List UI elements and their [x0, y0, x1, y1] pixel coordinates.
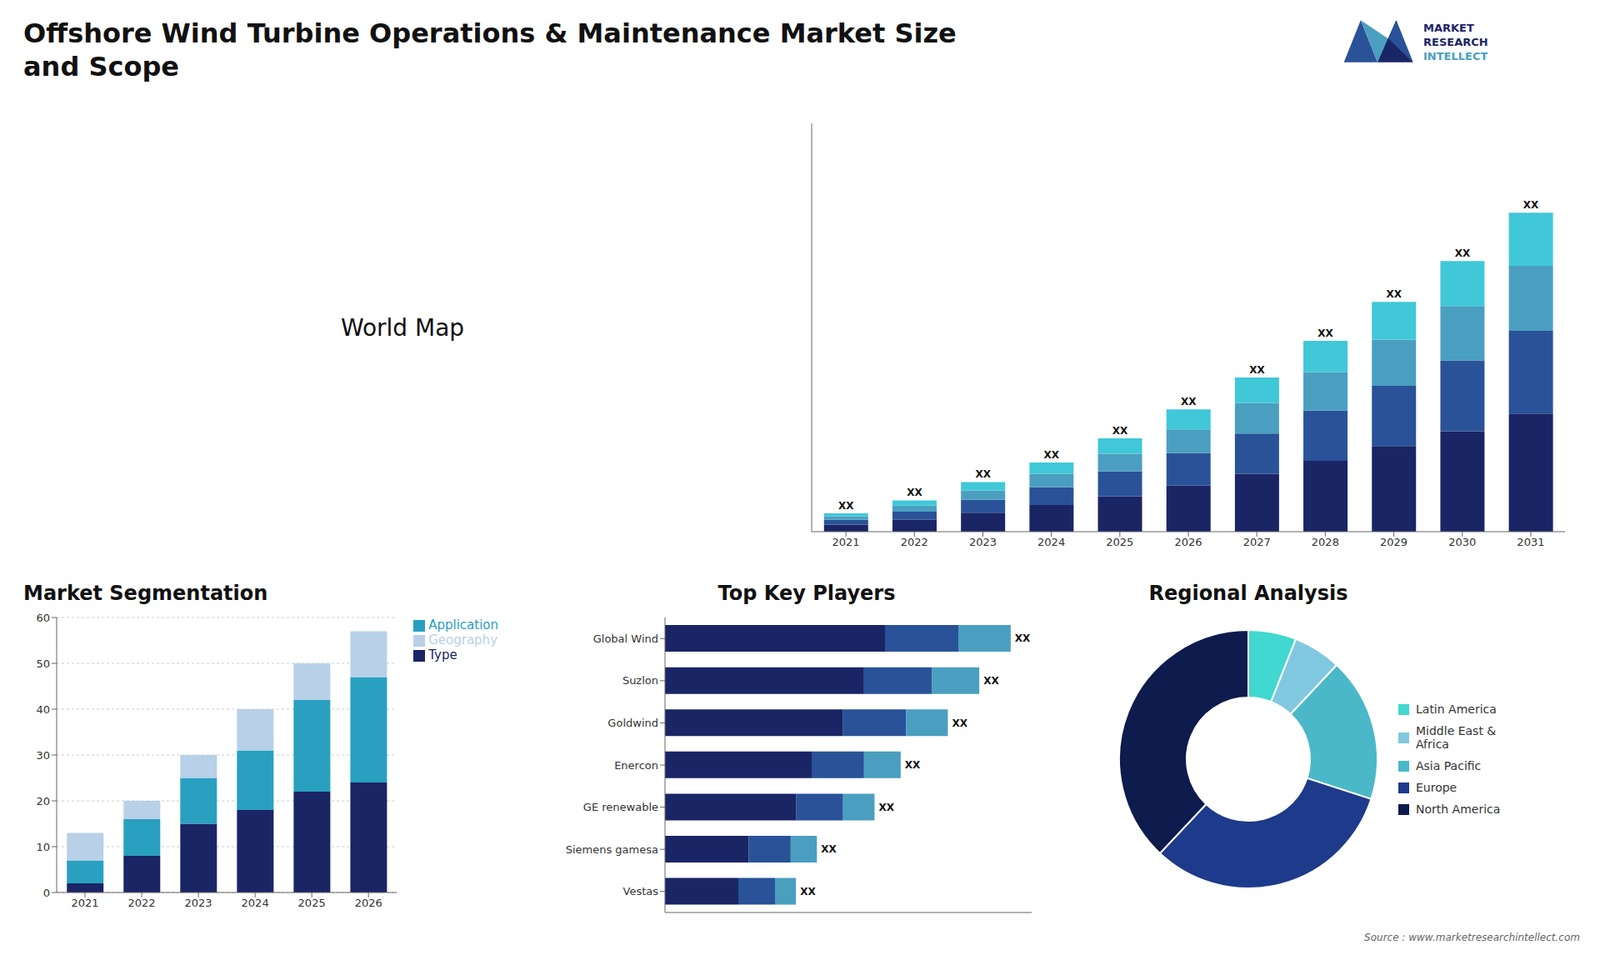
svg-text:2026: 2026: [355, 896, 383, 910]
svg-text:2027: 2027: [1243, 535, 1271, 549]
svg-text:2024: 2024: [1037, 535, 1065, 549]
svg-text:20: 20: [35, 795, 50, 808]
svg-text:XX: XX: [878, 801, 895, 814]
svg-text:XX: XX: [1249, 364, 1265, 376]
svg-text:30: 30: [35, 749, 50, 762]
svg-text:10: 10: [35, 840, 50, 854]
svg-text:XX: XX: [975, 468, 991, 480]
svg-text:2031: 2031: [1516, 535, 1545, 549]
svg-text:GE renewable: GE renewable: [583, 800, 659, 814]
html-text:MARKET: MARKET: [1423, 21, 1474, 34]
html-text:World Map: World Map: [340, 313, 465, 342]
svg-text:2023: 2023: [185, 896, 213, 910]
svg-text:XX: XX: [951, 717, 968, 730]
svg-text:XX: XX: [1455, 247, 1471, 260]
svg-text:2028: 2028: [1311, 535, 1340, 549]
svg-text:XX: XX: [905, 759, 921, 771]
svg-text:XX: XX: [1317, 327, 1334, 340]
html-text:Market Segmentation: Market Segmentation: [23, 581, 268, 605]
html-text:Regional Analysis: Regional Analysis: [1148, 581, 1348, 605]
svg-text:XX: XX: [1385, 288, 1402, 300]
svg-text:Enercon: Enercon: [614, 759, 659, 772]
html-text:Offshore Wind Turbine Operatio: Offshore Wind Turbine Operations & Maint…: [23, 17, 957, 83]
svg-text:XX: XX: [1112, 425, 1129, 437]
svg-text:Goldwind: Goldwind: [607, 716, 659, 730]
svg-text:XX: XX: [1180, 395, 1197, 408]
html-text:INTELLECT: INTELLECT: [1423, 49, 1488, 63]
svg-text:XX: XX: [1015, 632, 1031, 645]
svg-text:XX: XX: [1523, 199, 1540, 211]
svg-text:2023: 2023: [969, 535, 997, 549]
svg-text:XX: XX: [983, 675, 1000, 687]
html-text:Europe: Europe: [1415, 780, 1457, 795]
html-text:Latin America: Latin America: [1415, 702, 1497, 716]
svg-text:60: 60: [35, 611, 50, 625]
svg-text:50: 50: [35, 657, 50, 670]
svg-text:2025: 2025: [298, 896, 326, 910]
svg-text:XX: XX: [1044, 449, 1060, 461]
html-text:Asia Pacific: Asia Pacific: [1415, 759, 1482, 773]
svg-text:2029: 2029: [1380, 535, 1408, 549]
svg-text:2025: 2025: [1105, 535, 1134, 549]
html-text:Source : www.marketresearchint: Source : www.marketresearchintellect.com: [1364, 931, 1580, 944]
svg-text:2021: 2021: [70, 896, 99, 910]
svg-text:Global Wind: Global Wind: [593, 632, 659, 645]
html-text:RESEARCH: RESEARCH: [1423, 35, 1488, 48]
svg-text:XX: XX: [838, 500, 855, 512]
svg-text:0: 0: [43, 886, 50, 900]
svg-text:Siemens gamesa: Siemens gamesa: [565, 843, 659, 856]
svg-text:2021: 2021: [832, 535, 860, 549]
html-text:Type: Type: [428, 647, 458, 663]
html-text:North America: North America: [1415, 802, 1501, 816]
svg-text:40: 40: [35, 703, 50, 716]
html-text:Application: Application: [428, 617, 499, 633]
svg-text:2030: 2030: [1448, 535, 1476, 549]
html-text:Top Key Players: Top Key Players: [717, 581, 896, 605]
svg-text:Suzlon: Suzlon: [622, 674, 659, 687]
svg-text:2026: 2026: [1174, 535, 1202, 549]
svg-text:XX: XX: [906, 486, 923, 499]
html-text:Geography: Geography: [428, 632, 498, 648]
svg-text:Vestas: Vestas: [623, 885, 660, 898]
svg-text:XX: XX: [800, 885, 816, 898]
svg-text:2024: 2024: [241, 896, 270, 910]
svg-text:2022: 2022: [128, 896, 156, 910]
svg-text:2022: 2022: [900, 535, 929, 549]
html-text:Middle East & Africa: Middle East & Africa: [1415, 724, 1497, 751]
svg-text:XX: XX: [820, 843, 837, 855]
